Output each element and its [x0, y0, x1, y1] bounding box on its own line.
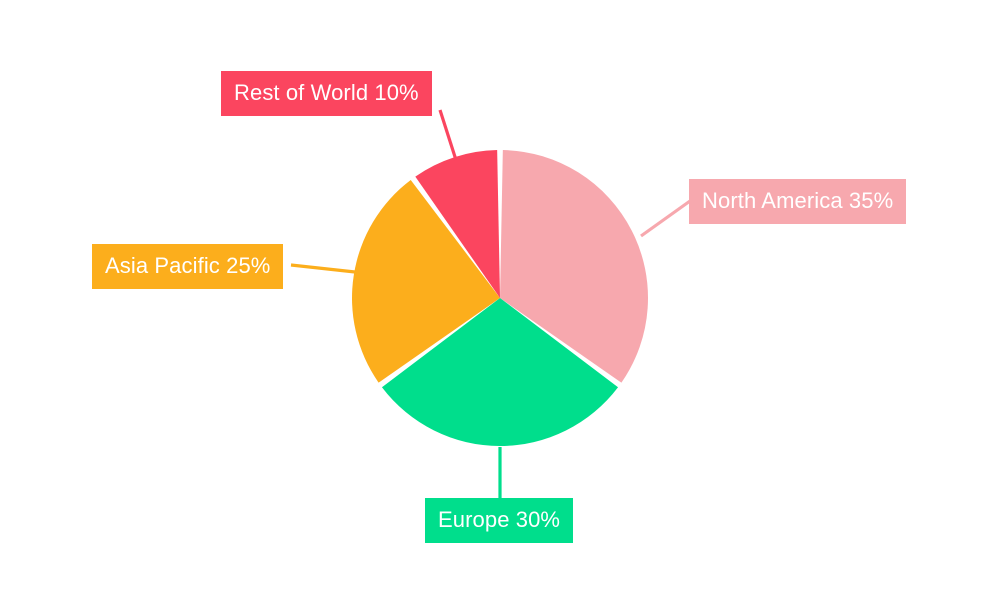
pie-label-north-america[interactable]: North America 35%: [689, 179, 907, 224]
leader-line-north-america: [640, 199, 691, 238]
pie-slice-group: [352, 150, 648, 446]
pie-slice-north-america[interactable]: [500, 150, 648, 383]
leader-line-asia-pacific: [290, 263, 356, 274]
pie-label-asia-pacific-text: Asia Pacific 25%: [105, 253, 271, 278]
leader-line-group: [290, 109, 691, 499]
pie-label-europe-text: Europe 30%: [438, 507, 561, 532]
pie-label-europe[interactable]: Europe 30%: [425, 498, 574, 543]
pie-label-asia-pacific[interactable]: Asia Pacific 25%: [92, 244, 284, 289]
pie-label-rest-of-world[interactable]: Rest of World 10%: [221, 71, 432, 116]
pie-label-north-america-text: North America 35%: [702, 188, 894, 213]
pie-slice-europe[interactable]: [381, 298, 619, 446]
pie-label-rest-of-world-text: Rest of World 10%: [234, 80, 419, 105]
pie-slice-asia-pacific[interactable]: [352, 179, 500, 383]
pie-slice-rest-of-world[interactable]: [415, 150, 500, 298]
leader-line-rest-of-world: [438, 109, 458, 161]
